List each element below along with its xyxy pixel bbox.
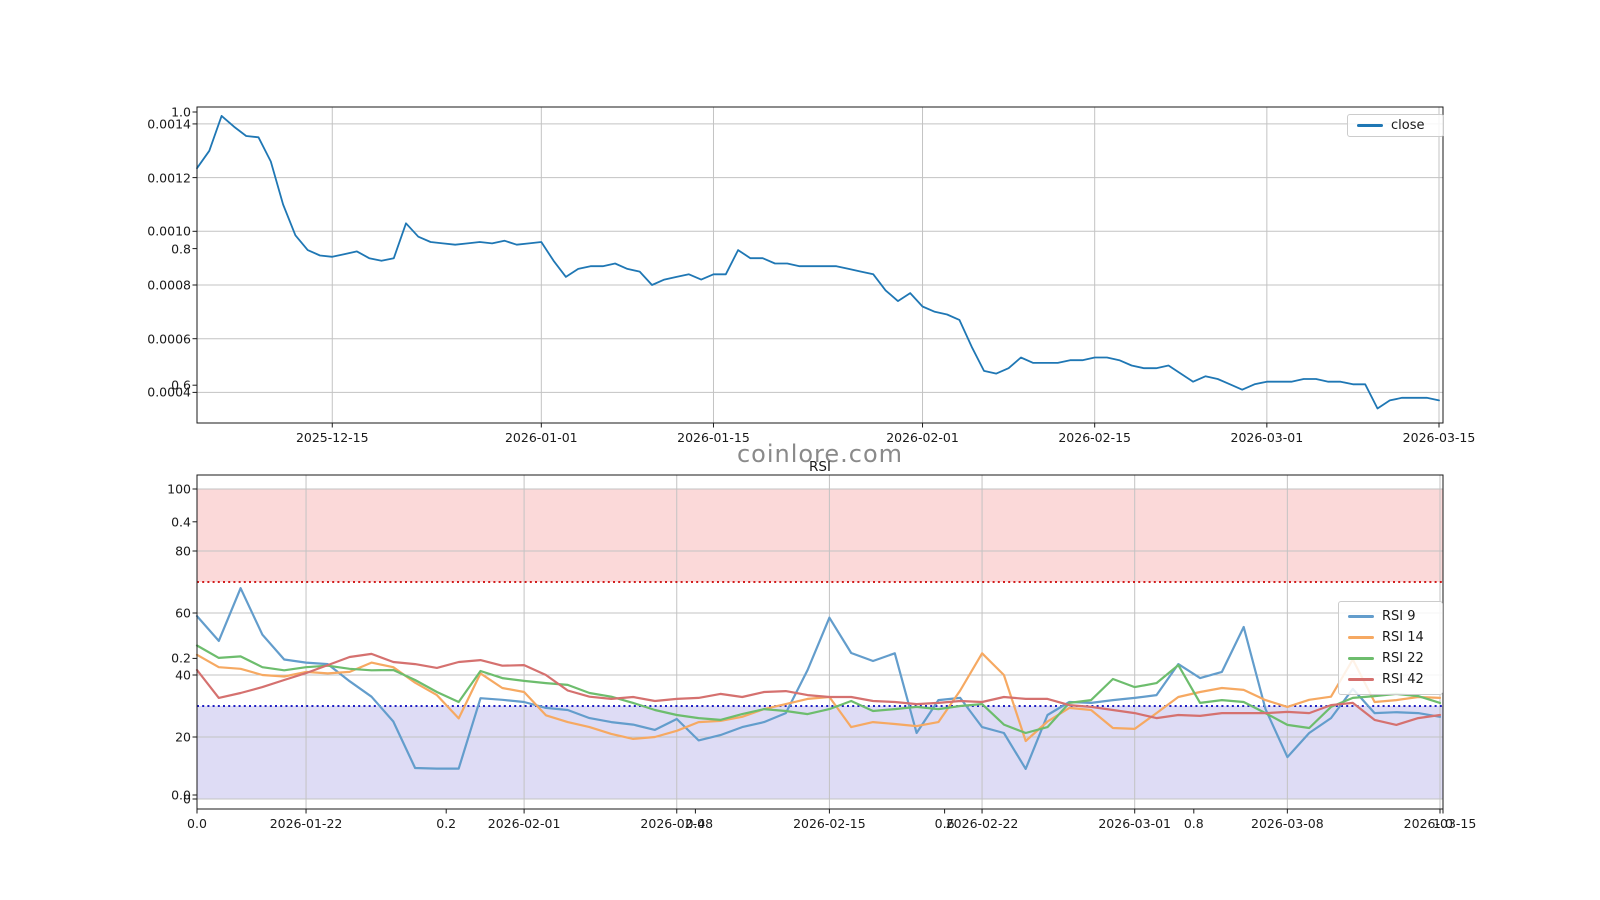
rsi-x-tick-label: 2026-03-15	[1403, 816, 1477, 831]
price-x-tick-label: 2026-02-15	[1058, 430, 1131, 445]
price-x-tick-label: 2026-01-01	[504, 430, 578, 445]
overlay-x-tick-label: 0.8	[1183, 816, 1204, 831]
rsi-y-tick-label: 20	[175, 729, 191, 745]
close-price-line	[196, 115, 1440, 410]
overlay-x-tick-label: 0.6	[934, 816, 955, 831]
rsi22-line-swatch	[1348, 657, 1374, 660]
rsi42-line-swatch	[1348, 678, 1374, 681]
rsi-legend-row: RSI 9	[1348, 606, 1442, 627]
rsi-y-tick-label: 100	[167, 481, 191, 497]
rsi-legend-row: RSI 42	[1348, 669, 1442, 690]
price-x-tick-label: 2026-03-15	[1402, 430, 1476, 445]
overlay-x-tick-label: 0.2	[436, 816, 457, 831]
rsi-legend-row: RSI 14	[1348, 627, 1442, 648]
rsi42-line	[195, 652, 1442, 727]
rsi14-legend-label: RSI 14	[1382, 630, 1424, 645]
rsi-plot-border	[196, 474, 1444, 810]
price-y-tick-label: 0.0010	[147, 223, 191, 239]
price-y-tick-label: 0.0008	[147, 277, 191, 293]
rsi-x-tick-label: 2026-02-01	[487, 816, 561, 831]
rsi9-line	[195, 587, 1442, 771]
rsi-y-tick-label: 60	[175, 605, 191, 621]
price-x-tick-label: 2026-01-15	[677, 430, 750, 445]
close-line-swatch	[1357, 124, 1383, 127]
rsi14-line-swatch	[1348, 636, 1374, 639]
price-y-tick-label: 0.0014	[147, 116, 191, 132]
rsi9-line-swatch	[1348, 615, 1374, 618]
overlay-y-tick-label: 0.8	[171, 241, 191, 257]
rsi-chart-title: RSI	[809, 459, 831, 475]
rsi-y-tick-label: 80	[175, 543, 191, 559]
price-plot-border	[196, 106, 1444, 424]
price-y-tick-label: 0.0006	[147, 331, 191, 347]
overlay-y-tick-label: 0.6	[171, 377, 191, 393]
watermark: coinlore.com	[736, 440, 904, 468]
rsi-legend-row: RSI 22	[1348, 648, 1442, 669]
price-legend-box: close	[1347, 114, 1444, 137]
price-x-tick-label: 2026-03-01	[1230, 430, 1304, 445]
overlay-y-tick-label: 1.0	[171, 104, 191, 120]
rsi22-legend-label: RSI 22	[1382, 651, 1424, 666]
rsi-legend-box: RSI 9 RSI 14 RSI 22 RSI 42	[1338, 601, 1443, 695]
rsi-x-tick-label: 2026-02-22	[945, 816, 1019, 831]
rsi-x-tick-label: 2026-01-22	[269, 816, 343, 831]
price-legend-label: close	[1391, 118, 1425, 133]
rsi-oversold-band	[197, 705, 1443, 799]
rsi9-legend-label: RSI 9	[1382, 609, 1416, 624]
rsi-x-tick-label: 2026-02-15	[793, 816, 866, 831]
overlay-y-tick-label: 0.2	[171, 650, 191, 666]
overlay-x-tick-label: 0.0	[187, 816, 207, 831]
price-y-tick-label: 0.0012	[147, 170, 191, 186]
rsi-y-tick-label: 40	[175, 667, 191, 683]
rsi22-line	[195, 644, 1442, 735]
rsi42-legend-label: RSI 42	[1382, 672, 1424, 687]
rsi-x-tick-label: 2026-02-08	[640, 816, 714, 831]
overlay-y-tick-label: 0.0	[171, 787, 191, 803]
overlay-x-tick-label: 0.4	[685, 816, 706, 831]
price-x-tick-label: 2026-02-01	[886, 430, 959, 445]
overlay-x-tick-label: 1.0	[1433, 816, 1453, 831]
rsi-x-tick-label: 2026-03-01	[1098, 816, 1172, 831]
overlay-y-tick-label: 0.4	[171, 514, 191, 530]
rsi-overbought-band	[197, 489, 1443, 583]
price-x-tick-label: 2025-12-15	[295, 430, 369, 445]
rsi-x-tick-label: 2026-03-08	[1251, 816, 1324, 831]
price-y-tick-label: 0.0004	[147, 384, 191, 400]
rsi-y-tick-label: 0	[183, 791, 191, 807]
